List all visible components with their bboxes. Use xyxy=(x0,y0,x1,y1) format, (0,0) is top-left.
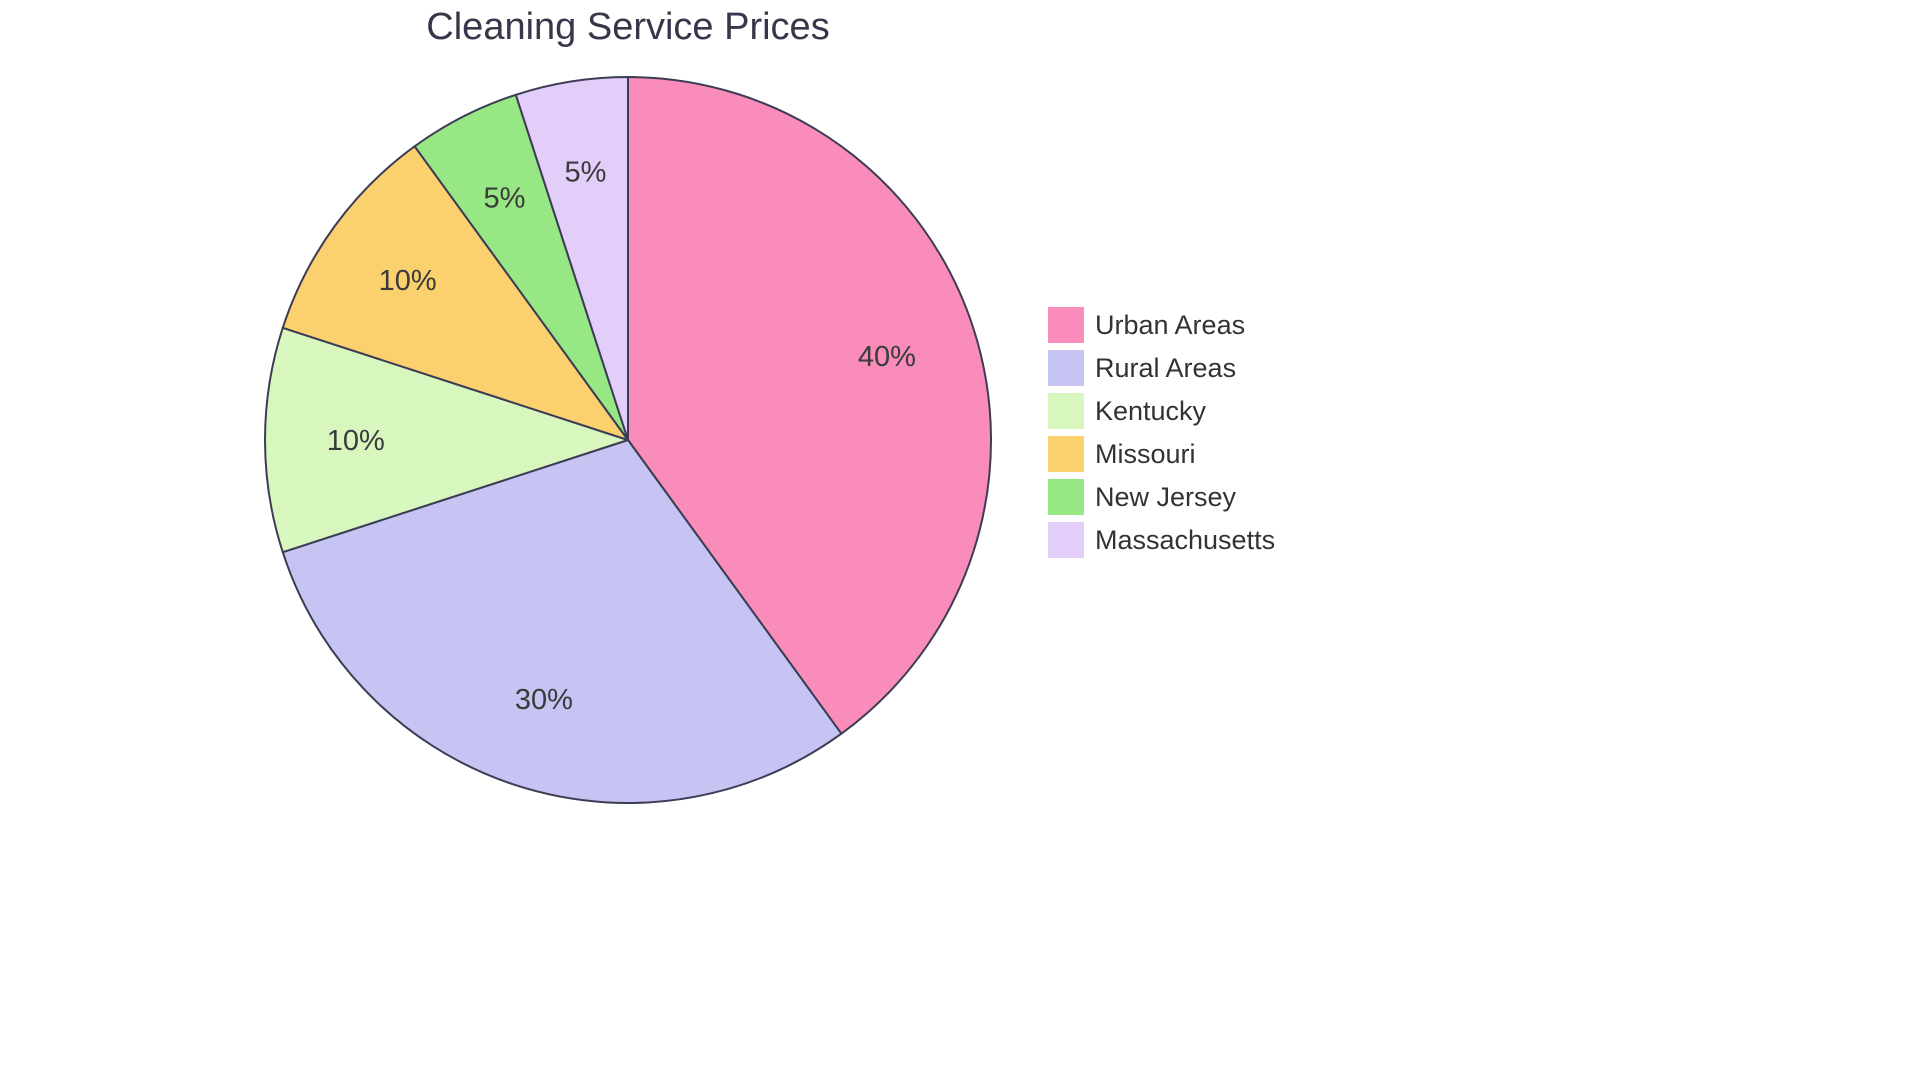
pie-slice-label: 5% xyxy=(564,156,606,188)
legend-label: New Jersey xyxy=(1095,481,1237,512)
legend-label: Urban Areas xyxy=(1095,309,1246,340)
pie-slice-label: 30% xyxy=(515,684,573,716)
pie-slice-missouri xyxy=(281,145,629,441)
legend-label: Rural Areas xyxy=(1095,352,1237,383)
legend-item: Urban Areas xyxy=(1048,307,1275,343)
legend-label: Kentucky xyxy=(1095,395,1207,426)
legend-label: Missouri xyxy=(1095,438,1196,469)
legend-swatch xyxy=(1048,350,1084,386)
pie-slice-rural-areas xyxy=(281,439,843,804)
legend-swatch xyxy=(1048,479,1084,515)
chart-title: Cleaning Service Prices xyxy=(426,6,830,48)
legend-item: Massachusetts xyxy=(1048,522,1275,558)
legend-swatch xyxy=(1048,393,1084,429)
legend-swatch xyxy=(1048,307,1084,343)
pie-slice-kentucky xyxy=(264,326,629,554)
legend-item: New Jersey xyxy=(1048,479,1275,515)
pie-slice-label: 40% xyxy=(858,341,916,373)
legend-item: Kentucky xyxy=(1048,393,1275,429)
legend-item: Rural Areas xyxy=(1048,350,1275,386)
pie-slice-urban-areas xyxy=(627,76,992,735)
legend-label: Massachusetts xyxy=(1095,524,1276,555)
pie-slice-label: 10% xyxy=(327,425,385,457)
legend-item: Missouri xyxy=(1048,436,1275,472)
legend-swatch xyxy=(1048,522,1084,558)
legend: Urban Areas Rural Areas Kentucky Missouri Ne… xyxy=(1048,307,1275,558)
pie-slice-label: 5% xyxy=(483,183,525,215)
legend-swatch xyxy=(1048,436,1084,472)
pie-slice-label: 10% xyxy=(379,265,437,297)
pie-slice-massachusetts xyxy=(514,76,629,441)
